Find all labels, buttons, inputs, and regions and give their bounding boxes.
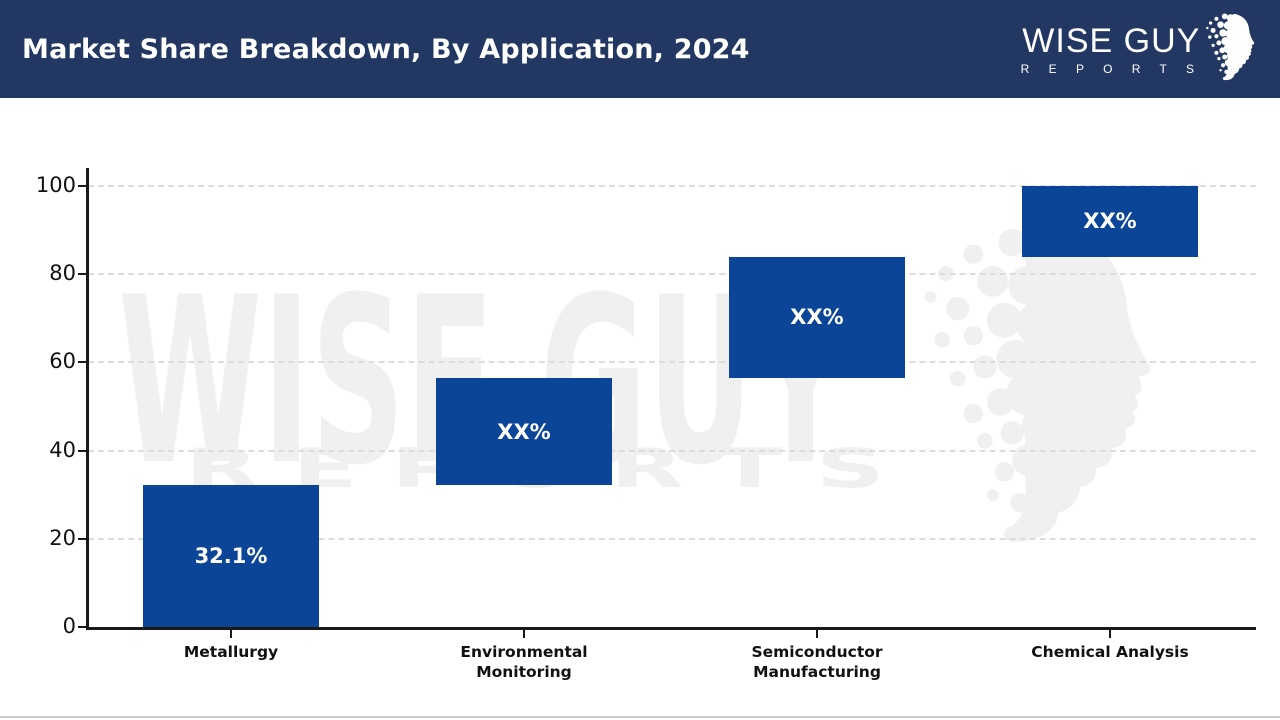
bar-value-label: 32.1% — [194, 544, 268, 569]
y-tick-label: 100 — [35, 173, 76, 197]
y-axis-line — [86, 168, 89, 630]
header-bar: Market Share Breakdown, By Application, … — [0, 0, 1280, 98]
y-tick-label: 40 — [49, 437, 76, 462]
grid-line — [88, 537, 1256, 540]
x-axis-label: Metallurgy — [183, 643, 279, 661]
bar-segment: XX% — [729, 256, 905, 378]
logo-line1: WISE GUY — [1022, 22, 1201, 60]
grid-line — [88, 449, 1256, 452]
bar-value-label: XX% — [497, 419, 551, 444]
x-axis-label: Environmental Monitoring — [460, 643, 588, 682]
page-title: Market Share Breakdown, By Application, … — [22, 33, 750, 65]
logo-wordmark: WISE GUY R E P O R T S — [1021, 22, 1202, 76]
y-tick-mark — [78, 537, 86, 540]
y-tick-mark — [78, 273, 86, 276]
plot-area: 0 20 40 60 80 100 32.1% Metallurgy XX% Environmen… — [0, 98, 1280, 720]
y-tick-mark — [78, 361, 86, 364]
y-tick-mark — [78, 185, 86, 187]
bar-segment: 32.1% — [143, 485, 319, 627]
bottom-border — [0, 716, 1280, 718]
bar-value-label: XX% — [790, 305, 844, 330]
grid-line — [88, 185, 1256, 187]
grid-line — [88, 361, 1256, 364]
x-axis-label: Semiconductor Manufacturing — [751, 643, 883, 682]
logo-line2: R E P O R T S — [1020, 62, 1202, 76]
y-tick-label: 60 — [49, 349, 76, 374]
chart-canvas: WISE GUY R E P O R T S 02040608010032.1%… — [0, 98, 1280, 720]
bar-segment: XX% — [436, 377, 612, 486]
y-tick-label: 0 — [62, 614, 76, 638]
bar-value-label: XX% — [1083, 209, 1137, 234]
x-tick-mark — [523, 629, 525, 638]
grid-line — [88, 273, 1256, 276]
x-tick-mark — [1109, 629, 1111, 638]
y-tick-mark — [78, 449, 86, 452]
x-axis-label: Chemical Analysis — [1031, 643, 1189, 661]
logo-face-icon — [1204, 12, 1262, 87]
y-tick-label: 20 — [49, 525, 76, 550]
y-tick-mark — [78, 626, 86, 628]
bar-segment: XX% — [1022, 186, 1198, 257]
wiseguy-logo: WISE GUY R E P O R T S — [1021, 12, 1262, 87]
x-tick-mark — [816, 629, 818, 638]
x-axis-line — [86, 627, 1256, 630]
y-tick-label: 80 — [49, 261, 76, 286]
x-tick-mark — [230, 629, 232, 638]
